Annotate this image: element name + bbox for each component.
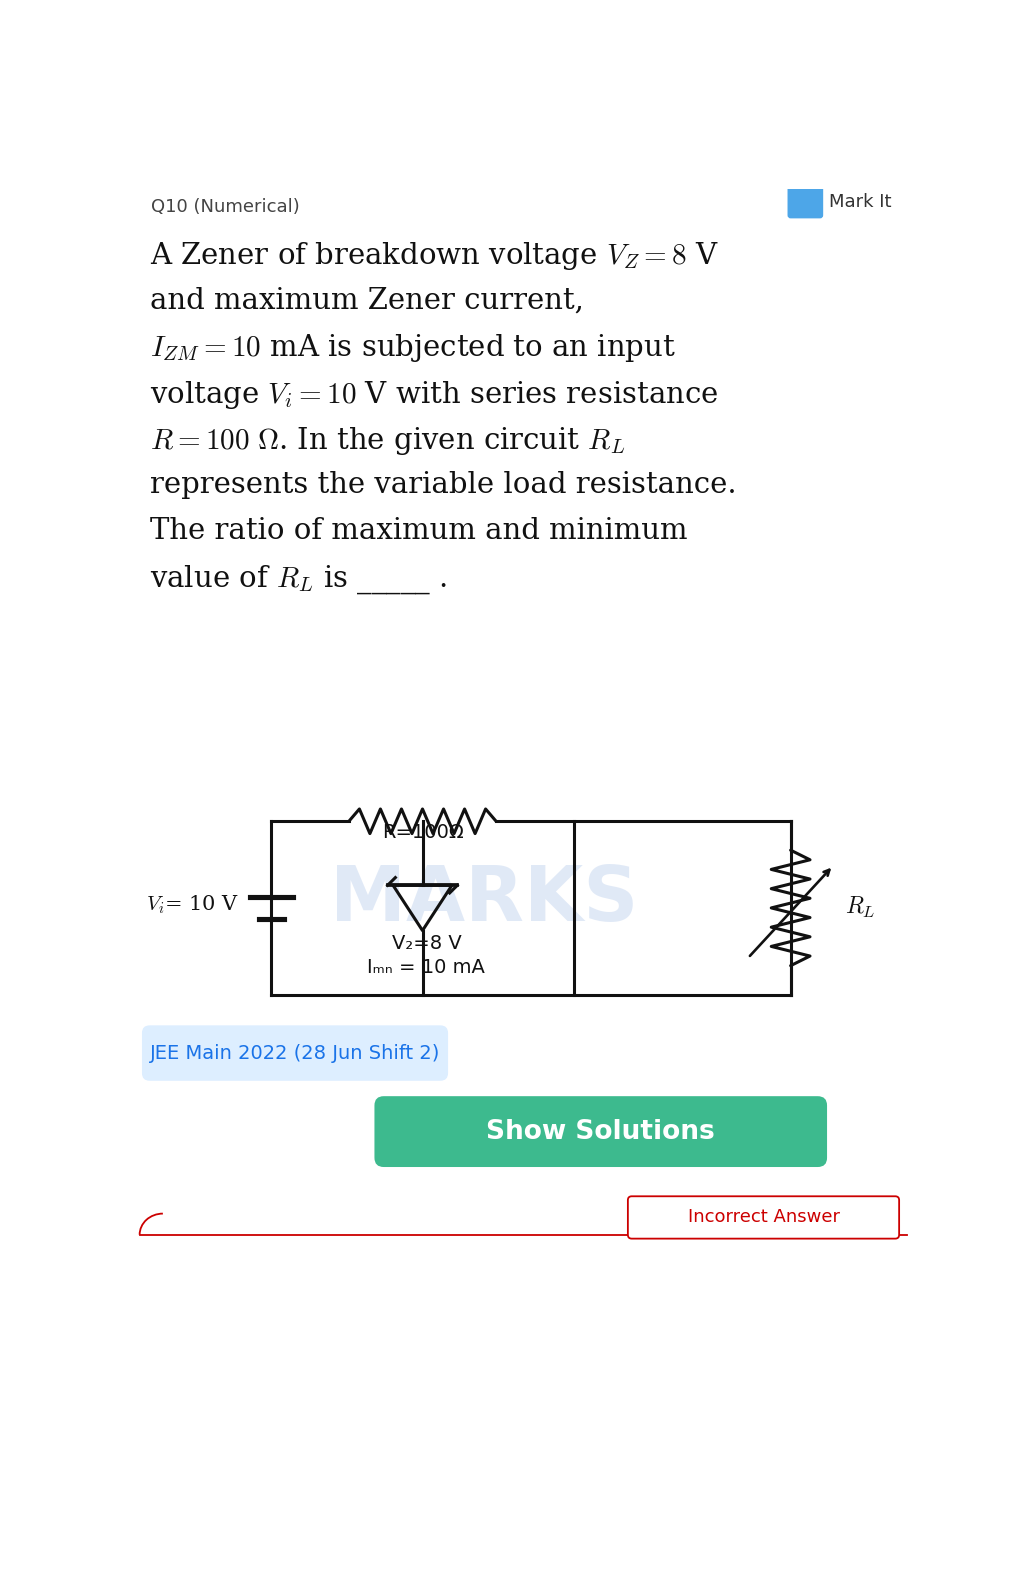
Text: $I_{ZM} = 10$ mA is subjected to an input: $I_{ZM} = 10$ mA is subjected to an inpu… bbox=[150, 333, 676, 364]
FancyBboxPatch shape bbox=[142, 1026, 449, 1081]
Text: V₂=8 V: V₂=8 V bbox=[391, 935, 461, 953]
Text: The ratio of maximum and minimum: The ratio of maximum and minimum bbox=[150, 517, 687, 545]
FancyBboxPatch shape bbox=[628, 1196, 899, 1239]
Text: Iₘₙ = 10 mA: Iₘₙ = 10 mA bbox=[368, 958, 485, 977]
FancyBboxPatch shape bbox=[375, 1097, 827, 1166]
Text: Mark It: Mark It bbox=[829, 194, 892, 211]
Text: R=100Ω: R=100Ω bbox=[382, 823, 464, 842]
Text: Q10 (Numerical): Q10 (Numerical) bbox=[152, 197, 300, 216]
Text: JEE Main 2022 (28 Jun Shift 2): JEE Main 2022 (28 Jun Shift 2) bbox=[150, 1043, 440, 1062]
Text: $R_L$: $R_L$ bbox=[845, 895, 876, 920]
Text: Incorrect Answer: Incorrect Answer bbox=[687, 1209, 840, 1226]
Text: $R = 100\ \Omega$. In the given circuit $R_L$: $R = 100\ \Omega$. In the given circuit … bbox=[150, 426, 625, 457]
Text: value of $R_L$ is _____ .: value of $R_L$ is _____ . bbox=[150, 563, 447, 596]
Text: represents the variable load resistance.: represents the variable load resistance. bbox=[150, 471, 736, 500]
Text: and maximum Zener current,: and maximum Zener current, bbox=[150, 287, 584, 314]
Text: $V_i$= 10 V: $V_i$= 10 V bbox=[145, 894, 239, 916]
Text: Show Solutions: Show Solutions bbox=[486, 1119, 715, 1144]
Text: A Zener of breakdown voltage $V_Z = 8$ V: A Zener of breakdown voltage $V_Z = 8$ V bbox=[150, 240, 719, 273]
FancyBboxPatch shape bbox=[787, 186, 823, 219]
Text: MARKS: MARKS bbox=[331, 864, 639, 938]
Text: voltage $V_i = 10$ V with series resistance: voltage $V_i = 10$ V with series resista… bbox=[150, 378, 718, 410]
